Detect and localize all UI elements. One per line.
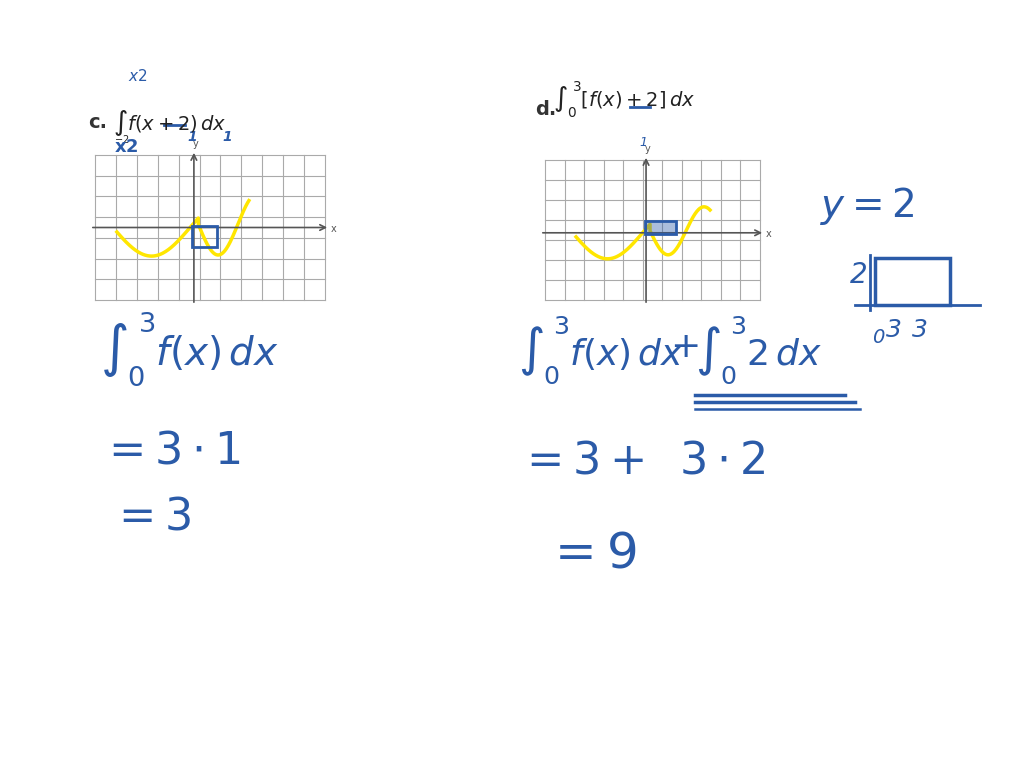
Text: 1: 1 bbox=[187, 130, 197, 144]
Text: $\int_0^{\,3} f(x)\,dx$: $\int_0^{\,3} f(x)\,dx$ bbox=[100, 310, 279, 389]
Text: 1: 1 bbox=[222, 130, 231, 144]
Text: $= 9$: $= 9$ bbox=[545, 530, 637, 578]
Text: $= 3$: $= 3$ bbox=[110, 495, 191, 538]
Text: 1: 1 bbox=[639, 136, 647, 149]
Text: 3: 3 bbox=[886, 318, 902, 342]
Text: $= 3 \cdot 1$: $= 3 \cdot 1$ bbox=[100, 430, 241, 473]
Text: $\int_0^{\,3} [f(x)+2]\,dx$: $\int_0^{\,3} [f(x)+2]\,dx$ bbox=[553, 80, 695, 121]
Text: $x2$: $x2$ bbox=[128, 68, 147, 84]
Bar bbox=[645, 221, 676, 233]
Text: $\int f(x+2)\,dx$: $\int f(x+2)\,dx$ bbox=[113, 108, 226, 138]
Bar bbox=[874, 258, 950, 305]
Text: c.: c. bbox=[88, 113, 106, 132]
Text: 3: 3 bbox=[912, 318, 928, 342]
Text: $^{-2}$: $^{-2}$ bbox=[114, 135, 129, 149]
Text: $= 3 + \;\; 3 \cdot 2$: $= 3 + \;\; 3 \cdot 2$ bbox=[518, 440, 765, 483]
Text: y: y bbox=[645, 144, 651, 154]
Text: 0: 0 bbox=[872, 328, 885, 347]
Text: $\mathbf{x2}$: $\mathbf{x2}$ bbox=[114, 138, 138, 156]
Text: $y = 2$: $y = 2$ bbox=[820, 185, 914, 227]
Text: $\int_0^{\,3} 2\,dx$: $\int_0^{\,3} 2\,dx$ bbox=[695, 315, 822, 386]
Text: 2: 2 bbox=[850, 261, 867, 289]
Bar bbox=[191, 227, 217, 247]
Text: d.: d. bbox=[535, 100, 556, 119]
Text: x: x bbox=[331, 223, 337, 233]
Text: y: y bbox=[194, 139, 199, 149]
Text: $\int_0^{\,3} f(x)\,dx$: $\int_0^{\,3} f(x)\,dx$ bbox=[518, 315, 684, 386]
Text: $+$: $+$ bbox=[670, 330, 698, 364]
Text: x: x bbox=[766, 229, 772, 239]
Bar bbox=[645, 221, 676, 233]
